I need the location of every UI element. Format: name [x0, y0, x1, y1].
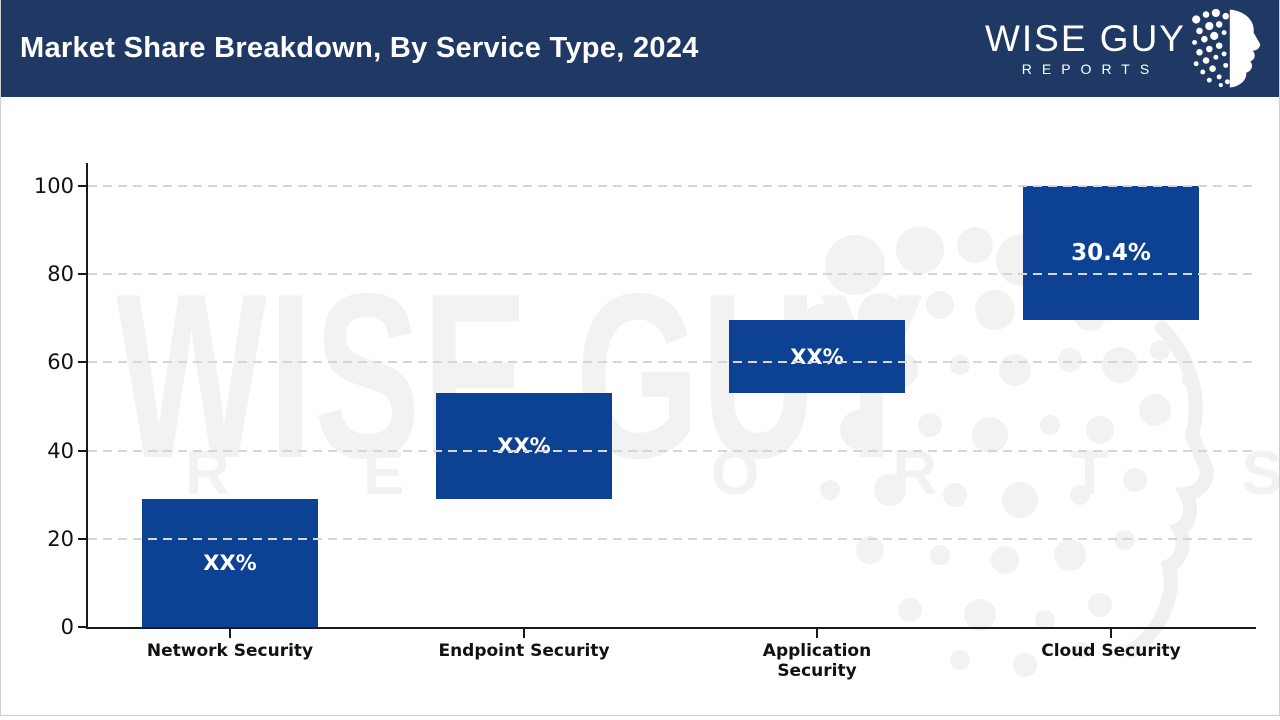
- plot-area: 0 20 40 60 80 100 XX% XX% XX% 30.4% Network Securi…: [0, 97, 1280, 717]
- y-tick-label-80: 80: [47, 262, 74, 287]
- x-tick-1: [523, 629, 525, 638]
- header-band: Market Share Breakdown, By Service Type,…: [0, 0, 1280, 97]
- y-tick-80: [78, 273, 87, 276]
- y-tick-60: [78, 361, 87, 364]
- x-tick-3: [1110, 629, 1112, 638]
- y-axis-line: [86, 163, 88, 629]
- x-category-label-3: Cloud Security: [1041, 641, 1181, 661]
- y-gridline-60: [88, 361, 1256, 364]
- bar-endpoint-security: XX%: [436, 393, 612, 500]
- y-tick-40: [78, 449, 87, 452]
- bar-network-security: XX%: [142, 499, 318, 627]
- y-tick-label-100: 100: [33, 174, 74, 198]
- x-axis-line: [86, 627, 1256, 629]
- bar-value-label: 30.4%: [1071, 240, 1151, 267]
- bar-cloud-security: 30.4%: [1023, 186, 1199, 321]
- logo-subtitle: REPORTS: [1021, 61, 1160, 77]
- y-tick-100: [78, 185, 87, 187]
- x-category-label-1: Endpoint Security: [438, 641, 610, 661]
- y-tick-label-60: 60: [47, 350, 74, 375]
- wise-guy-reports-logo: WISE GUY REPORTS: [985, 6, 1280, 92]
- y-gridline-80: [88, 273, 1256, 276]
- y-tick-label-40: 40: [47, 438, 74, 463]
- y-tick-20: [78, 537, 87, 540]
- y-gridline-40: [88, 449, 1256, 452]
- bar-application-security: XX%: [729, 320, 905, 394]
- x-tick-0: [229, 629, 231, 638]
- y-tick-label-20: 20: [47, 526, 74, 551]
- dotted-face-logo-icon: [1192, 8, 1261, 88]
- y-gridline-20: [88, 537, 1256, 540]
- bar-value-label: XX%: [790, 344, 844, 369]
- x-category-label-0: Network Security: [146, 641, 314, 661]
- y-gridline-100: [88, 185, 1256, 187]
- y-tick-0: [78, 626, 87, 628]
- y-tick-label-0: 0: [60, 615, 74, 639]
- bar-value-label: XX%: [203, 551, 257, 576]
- bar-value-label: XX%: [497, 434, 551, 459]
- chart-title: Market Share Breakdown, By Service Type,…: [20, 32, 699, 64]
- logo-text: WISE GUY REPORTS: [985, 20, 1186, 77]
- x-category-label-2: Application Security: [762, 641, 872, 681]
- logo-wordmark: WISE GUY: [984, 18, 1186, 59]
- x-tick-2: [816, 629, 818, 638]
